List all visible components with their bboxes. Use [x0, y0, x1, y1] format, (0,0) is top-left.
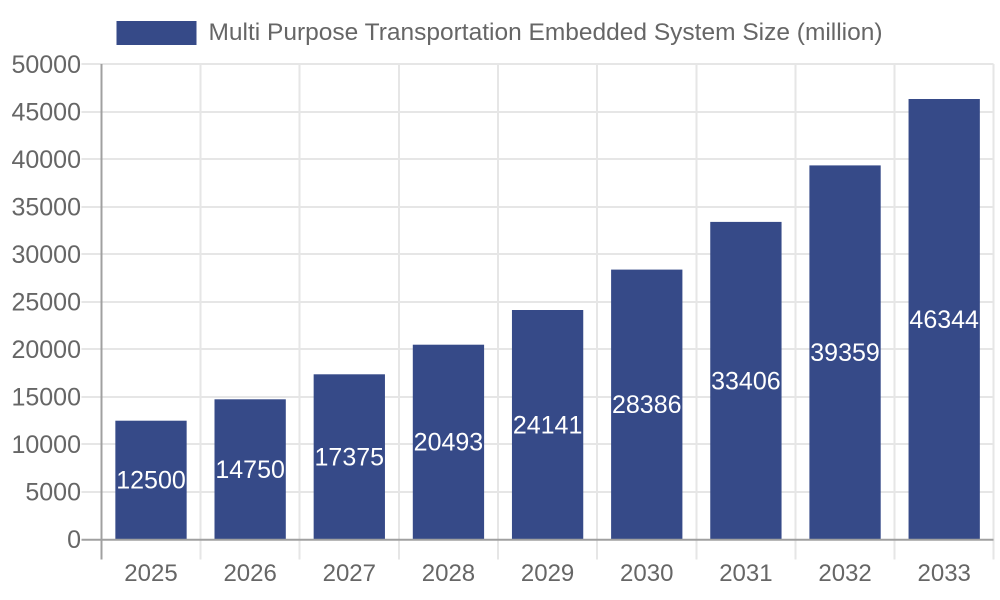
svg-text:24141: 24141: [513, 411, 583, 439]
svg-text:2030: 2030: [620, 560, 673, 587]
svg-text:2032: 2032: [818, 560, 871, 587]
svg-text:25000: 25000: [11, 288, 81, 316]
svg-text:0: 0: [67, 526, 81, 554]
svg-text:2031: 2031: [719, 560, 772, 587]
svg-text:33406: 33406: [711, 367, 781, 395]
svg-text:12500: 12500: [116, 467, 186, 495]
svg-text:2028: 2028: [422, 560, 475, 587]
svg-text:15000: 15000: [11, 384, 81, 412]
svg-text:30000: 30000: [11, 241, 81, 269]
svg-text:45000: 45000: [11, 98, 81, 126]
svg-text:46344: 46344: [909, 306, 979, 334]
svg-text:20493: 20493: [414, 429, 484, 457]
svg-text:Multi Purpose Transportation E: Multi Purpose Transportation Embedded Sy…: [209, 19, 883, 46]
svg-text:39359: 39359: [810, 339, 880, 367]
svg-text:2029: 2029: [521, 560, 574, 587]
svg-text:28386: 28386: [612, 391, 682, 419]
svg-text:14750: 14750: [215, 456, 285, 484]
svg-text:2027: 2027: [323, 560, 376, 587]
svg-text:2033: 2033: [918, 560, 971, 587]
svg-text:20000: 20000: [11, 336, 81, 364]
svg-text:2025: 2025: [124, 560, 177, 587]
svg-text:35000: 35000: [11, 193, 81, 221]
svg-text:40000: 40000: [11, 146, 81, 174]
svg-text:5000: 5000: [25, 479, 81, 507]
svg-text:50000: 50000: [11, 51, 81, 79]
svg-text:10000: 10000: [11, 431, 81, 459]
svg-text:17375: 17375: [315, 444, 385, 472]
svg-text:2026: 2026: [223, 560, 276, 587]
